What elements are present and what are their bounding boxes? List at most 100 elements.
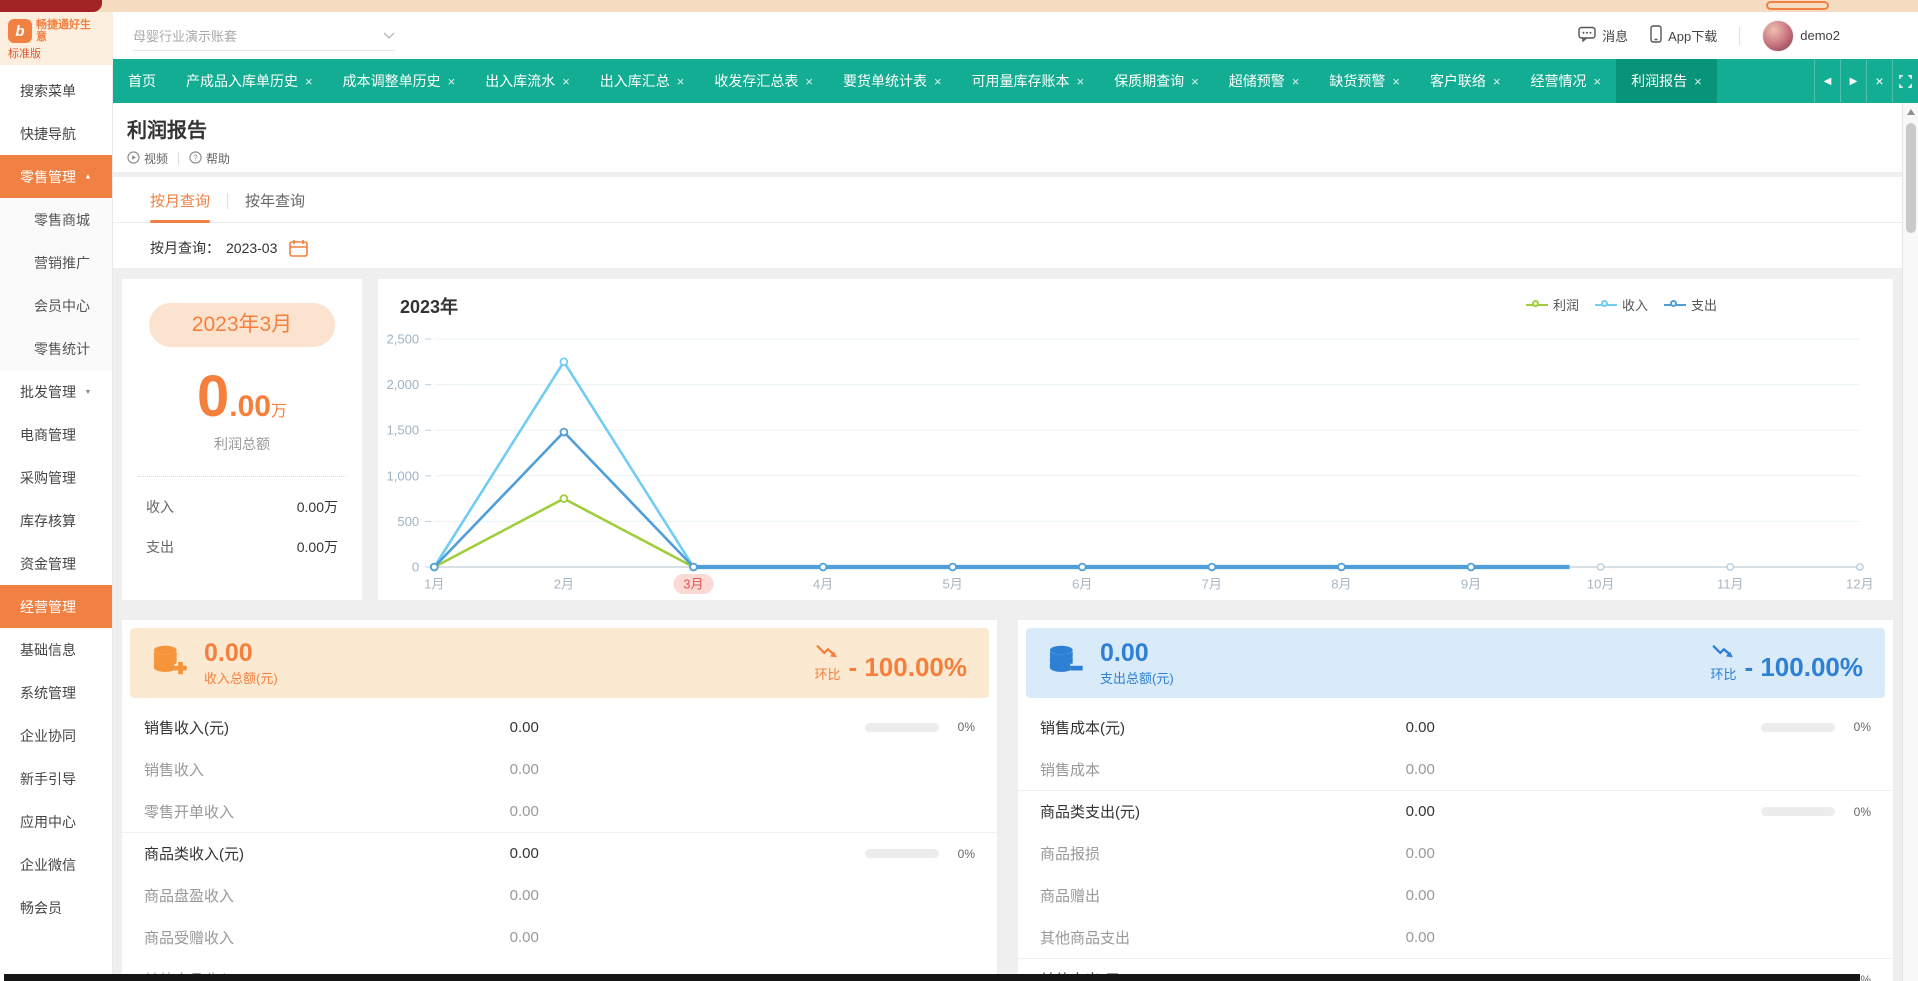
tab-close-icon[interactable]: × (1593, 73, 1602, 89)
tab-经营情况[interactable]: 经营情况 × (1516, 59, 1617, 103)
tab-close-icon[interactable]: × (805, 73, 813, 89)
tab-出入库汇总[interactable]: 出入库汇总 × (585, 59, 700, 103)
trend-down-icon (1710, 643, 1736, 664)
sidebar-item-搜索菜单[interactable]: 搜索菜单 (0, 69, 112, 112)
user-menu[interactable]: demo2 (1762, 19, 1840, 52)
sidebar-item-采购管理[interactable]: 采购管理 (0, 456, 112, 499)
tab-close-icon[interactable]: × (1076, 73, 1085, 89)
legend-item-收入[interactable]: 收入 (1594, 295, 1648, 314)
tab-出入库流水[interactable]: 出入库流水 × (470, 59, 585, 103)
vertical-scrollbar[interactable] (1902, 103, 1918, 981)
tab-label: 经营情况 (1530, 73, 1587, 89)
tab-query-by-year[interactable]: 按年查询 (245, 193, 306, 210)
sidebar-item-零售管理[interactable]: 零售管理 ▲ (0, 155, 112, 198)
row-value: 0.00 (1405, 718, 1435, 736)
table-row: 销售成本(元) 0.00 0% (1018, 706, 1893, 748)
sidebar-item-label: 搜索菜单 (20, 82, 76, 99)
row-label: 销售收入 (144, 761, 205, 779)
sidebar-item-资金管理[interactable]: 资金管理 (0, 542, 112, 585)
profit-amount-unit: 万 (270, 403, 287, 420)
tab-close-icon[interactable]: × (1291, 73, 1300, 89)
month-filter-value[interactable]: 2023-03 (226, 239, 278, 256)
tabs-scroll-right-button[interactable]: ▶ (1840, 59, 1866, 103)
tab-要货单统计表[interactable]: 要货单统计表 × (828, 59, 957, 103)
tab-label: 首页 (128, 73, 156, 89)
ratio-label: 环比 (1710, 667, 1737, 682)
coins-plus-icon (152, 643, 190, 684)
sidebar-item-零售商城[interactable]: 零售商城 (0, 198, 112, 241)
tab-close-icon[interactable]: × (447, 73, 456, 89)
help-link[interactable]: ? 帮助 (189, 150, 230, 167)
messages-button[interactable]: 消息 (1578, 26, 1628, 45)
tab-close-icon[interactable]: × (1492, 73, 1501, 89)
tab-close-icon[interactable]: × (933, 73, 942, 89)
legend-label: 利润 (1552, 298, 1579, 313)
sidebar-item-label: 电商管理 (20, 426, 76, 443)
svg-text:10月: 10月 (1587, 577, 1615, 592)
tab-close-icon[interactable]: × (562, 73, 570, 89)
tab-label: 要货单统计表 (842, 73, 927, 89)
profit-summary-card: 2023年3月 0.00万 利润总额 收入 0.00万 支出 0.00万 (122, 279, 362, 600)
legend-item-利润[interactable]: 利润 (1525, 295, 1579, 314)
tab-客户联络[interactable]: 客户联络 × (1415, 59, 1516, 103)
tab-query-by-month[interactable]: 按月查询 (150, 190, 211, 223)
income-ratio-value: - 100.00% (848, 652, 967, 682)
sidebar-item-零售统计[interactable]: 零售统计 (0, 327, 112, 370)
row-value: 0.00 (509, 760, 539, 778)
sidebar-item-电商管理[interactable]: 电商管理 (0, 413, 112, 456)
logo-name: 畅捷通好生意 (36, 19, 91, 43)
fullscreen-button[interactable] (1892, 59, 1918, 103)
table-row: 商品受赠收入 0.00 (122, 916, 997, 958)
sidebar-item-快捷导航[interactable]: 快捷导航 (0, 112, 112, 155)
expense-table-card: 0.00 支出总额(元) 环比 - 100.00% 销售成本(元) 0.00 0% (1018, 620, 1893, 981)
tabs-scroll-left-button[interactable]: ◀ (1814, 59, 1840, 103)
table-row: 商品类支出(元) 0.00 0% (1018, 790, 1893, 832)
tab-收发存汇总表[interactable]: 收发存汇总表 × (699, 59, 828, 103)
sidebar-item-企业微信[interactable]: 企业微信 (0, 843, 112, 886)
income-card-header: 0.00 收入总额(元) 环比 - 100.00% (130, 628, 989, 698)
sidebar-item-库存核算[interactable]: 库存核算 (0, 499, 112, 542)
messages-label: 消息 (1602, 29, 1629, 44)
phone-icon (1650, 25, 1662, 46)
sidebar-item-应用中心[interactable]: 应用中心 (0, 800, 112, 843)
tab-close-icon[interactable]: × (1694, 73, 1702, 89)
tab-close-icon[interactable]: × (1392, 73, 1400, 89)
tabs-close-all-button[interactable]: × (1866, 59, 1892, 103)
tab-bar: 首页 产成品入库单历史 × 成本调整单历史 × 出入库流水 × 出入库汇总 × 收发存汇总表 × 要货… (113, 59, 1918, 103)
table-row: 其他商品支出 0.00 (1018, 916, 1893, 958)
expense-card-header: 0.00 支出总额(元) 环比 - 100.00% (1026, 628, 1885, 698)
sidebar-item-营销推广[interactable]: 营销推广 (0, 241, 112, 284)
tab-close-icon[interactable]: × (676, 73, 685, 89)
trend-down-icon (814, 643, 840, 664)
sidebar-item-基础信息[interactable]: 基础信息 (0, 628, 112, 671)
sidebar-item-新手引导[interactable]: 新手引导 (0, 757, 112, 800)
tab-缺货预警[interactable]: 缺货预警 × (1314, 59, 1415, 103)
tab-产成品入库单历史[interactable]: 产成品入库单历史 × (171, 59, 328, 103)
sidebar-item-label: 基础信息 (20, 641, 76, 658)
account-select[interactable]: 母婴行业演示账套 (133, 21, 395, 51)
table-row: 销售收入(元) 0.00 0% (122, 706, 997, 748)
tab-成本调整单历史[interactable]: 成本调整单历史 × (328, 59, 471, 103)
sidebar-item-label: 资金管理 (20, 555, 76, 572)
sidebar-item-系统管理[interactable]: 系统管理 (0, 671, 112, 714)
table-row: 零售开单收入 0.00 (122, 790, 997, 832)
video-link[interactable]: 视频 (127, 150, 168, 167)
app-download-button[interactable]: App下载 (1650, 25, 1717, 46)
sidebar-item-畅会员[interactable]: 畅会员 (0, 886, 112, 929)
sidebar-item-会员中心[interactable]: 会员中心 (0, 284, 112, 327)
scrollbar-thumb[interactable] (1905, 123, 1916, 233)
tab-close-icon[interactable]: × (1191, 73, 1199, 89)
tab-首页[interactable]: 首页 (113, 59, 171, 103)
sidebar-item-企业协同[interactable]: 企业协同 (0, 714, 112, 757)
scroll-up-icon[interactable] (1906, 109, 1915, 115)
tab-label: 产成品入库单历史 (186, 73, 298, 89)
legend-item-支出[interactable]: 支出 (1663, 295, 1717, 314)
tab-超储预警[interactable]: 超储预警 × (1214, 59, 1315, 103)
tab-保质期查询[interactable]: 保质期查询 × (1099, 59, 1214, 103)
sidebar-item-批发管理[interactable]: 批发管理 ▼ (0, 370, 112, 413)
sidebar-item-经营管理[interactable]: 经营管理 (0, 585, 112, 628)
calendar-icon[interactable] (289, 239, 309, 257)
tab-可用量库存账本[interactable]: 可用量库存账本 × (957, 59, 1100, 103)
tab-利润报告[interactable]: 利润报告 × (1616, 59, 1717, 103)
tab-close-icon[interactable]: × (305, 73, 313, 89)
